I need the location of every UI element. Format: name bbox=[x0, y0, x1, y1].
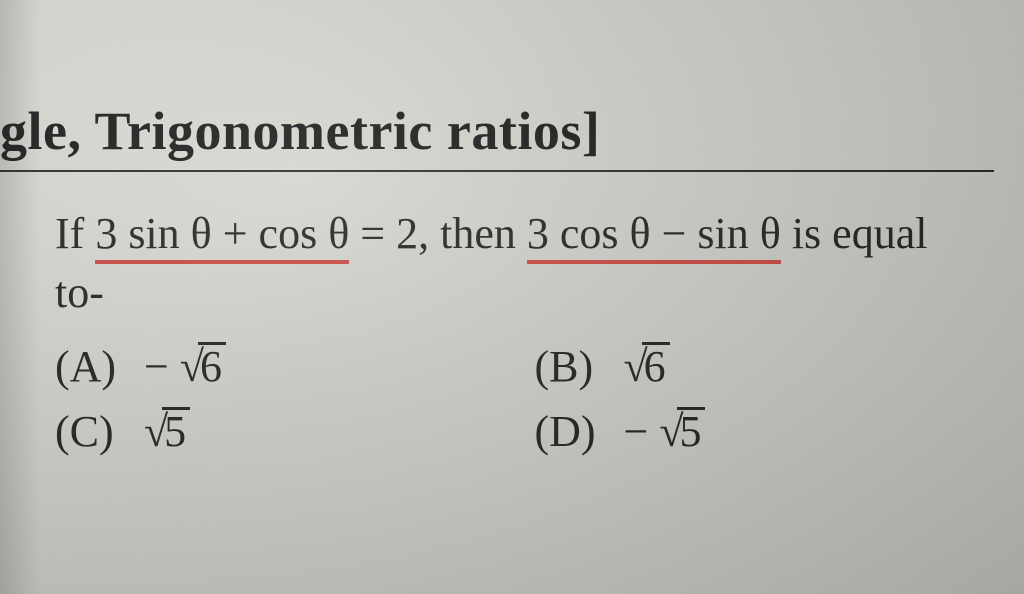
option-c: (C) √5 bbox=[55, 406, 515, 457]
section-rule bbox=[0, 170, 994, 172]
option-b: (B) √6 bbox=[535, 341, 995, 392]
question-prefix: If bbox=[55, 209, 95, 258]
option-a-label: (A) bbox=[55, 341, 133, 392]
expr-1: 3 sin θ + cos θ bbox=[95, 209, 349, 264]
option-c-label: (C) bbox=[55, 406, 133, 457]
option-d-radicand: 5 bbox=[677, 407, 705, 454]
option-c-radicand: 5 bbox=[162, 407, 190, 454]
section-title: gle, Trigonometric ratios] bbox=[0, 100, 994, 162]
question-eq: = 2, then bbox=[349, 209, 527, 258]
sqrt-icon: √5 bbox=[144, 407, 190, 454]
option-a-radicand: 6 bbox=[198, 342, 226, 389]
option-a-prefix: − bbox=[144, 342, 180, 391]
question-suffix: is equal bbox=[781, 209, 928, 258]
sqrt-icon: √6 bbox=[624, 342, 670, 389]
option-a: (A) − √6 bbox=[55, 341, 515, 392]
option-d-label: (D) bbox=[535, 406, 613, 457]
option-d: (D) − √5 bbox=[535, 406, 995, 457]
page-region: gle, Trigonometric ratios] If 3 sin θ + … bbox=[0, 0, 1024, 457]
expr-2: 3 cos θ − sin θ bbox=[527, 209, 781, 264]
sqrt-icon: √6 bbox=[180, 342, 226, 389]
option-b-radicand: 6 bbox=[642, 342, 670, 389]
sqrt-icon: √5 bbox=[659, 407, 705, 454]
option-d-prefix: − bbox=[624, 407, 660, 456]
options-grid: (A) − √6 (B) √6 (C) √5 (D) − √5 bbox=[0, 341, 994, 457]
question-line2: to- bbox=[55, 268, 104, 317]
option-b-label: (B) bbox=[535, 341, 613, 392]
question-text: If 3 sin θ + cos θ = 2, then 3 cos θ − s… bbox=[0, 204, 994, 323]
